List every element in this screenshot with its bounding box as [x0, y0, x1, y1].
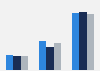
Bar: [6, 55, 13, 70]
Bar: [87, 14, 94, 70]
Bar: [54, 43, 61, 70]
Bar: [46, 47, 54, 70]
Bar: [13, 56, 21, 70]
Bar: [21, 56, 28, 70]
Bar: [39, 41, 46, 70]
Bar: [72, 13, 79, 70]
Bar: [79, 12, 87, 70]
